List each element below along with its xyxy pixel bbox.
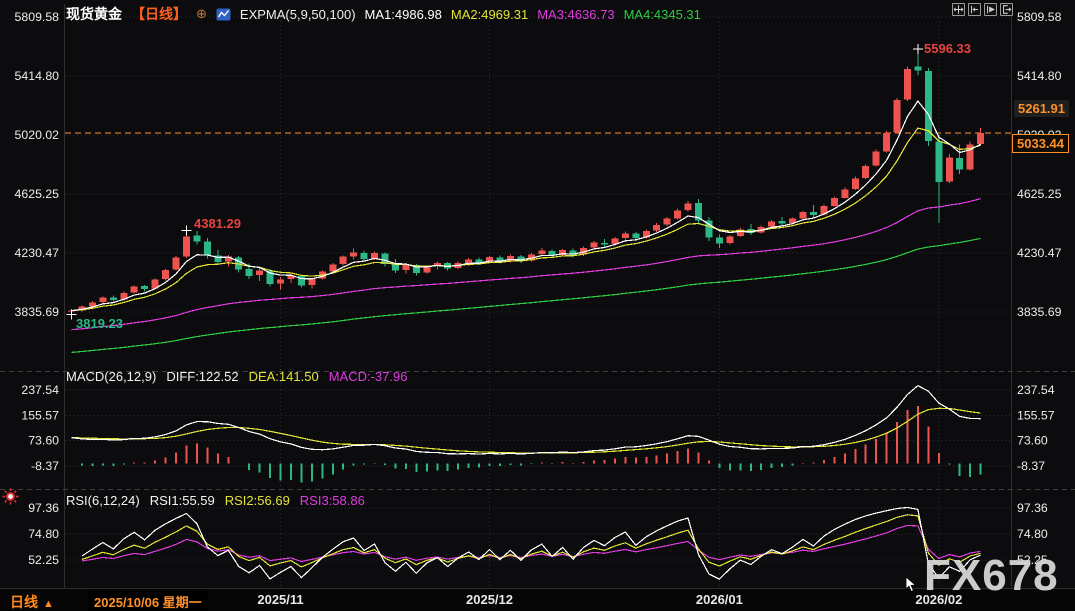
chart-header: 现货黄金 【日线】 ⊕ EXPMA(5,9,50,100) MA1:4986.9…	[66, 4, 701, 24]
time-axis-bar: 日线 ▲ 2025/10/06 星期一 2025/11 2025/12 2026/01…	[0, 588, 1075, 611]
svg-text:5809.58: 5809.58	[15, 10, 60, 24]
page-back-icon[interactable]	[968, 3, 981, 16]
svg-text:52.25: 52.25	[28, 553, 59, 567]
month-label: 2026/01	[695, 592, 743, 607]
macd-dea-value: DEA:141.50	[248, 369, 319, 384]
rsi1-value: RSI1:55.59	[149, 493, 215, 508]
svg-text:74.80: 74.80	[1017, 527, 1048, 541]
svg-text:155.57: 155.57	[1017, 408, 1055, 422]
rsi-title: RSI(6,12,24)	[66, 493, 140, 508]
rsi3-value: RSI3:58.86	[299, 493, 365, 508]
svg-text:5020.02: 5020.02	[15, 128, 60, 142]
svg-text:73.60: 73.60	[1017, 434, 1048, 448]
svg-text:155.57: 155.57	[21, 408, 59, 422]
chart-logo-icon	[216, 7, 231, 22]
add-indicator-icon[interactable]: ⊕	[196, 6, 207, 21]
svg-text:-8.37: -8.37	[1017, 459, 1045, 473]
svg-text:4625.25: 4625.25	[15, 187, 60, 201]
svg-text:3835.69: 3835.69	[15, 305, 60, 319]
ma1-value: MA1:4986.98	[364, 6, 442, 22]
reference-price-badge: 5261.91	[1014, 100, 1069, 117]
macd-title: MACD(26,12,9)	[66, 369, 157, 384]
pan-icon[interactable]	[952, 3, 965, 16]
current-price-badge: 5033.44	[1012, 134, 1069, 153]
price-extreme-markers	[66, 43, 923, 320]
svg-text:4625.25: 4625.25	[1017, 187, 1062, 201]
fx678-watermark: FX678	[924, 551, 1059, 600]
macd-diff-value: DIFF:122.52	[166, 369, 239, 384]
svg-text:73.60: 73.60	[28, 434, 59, 448]
period-selector[interactable]: 日线 ▲	[10, 592, 54, 611]
svg-text:5414.80: 5414.80	[1017, 69, 1062, 83]
rsi2-value: RSI2:56.69	[224, 493, 290, 508]
macd-hist-value: MACD:-37.96	[328, 369, 408, 384]
mouse-cursor-icon	[905, 576, 917, 593]
macd-legend: MACD(26,12,9) DIFF:122.52 DEA:141.50 MAC…	[66, 369, 407, 384]
month-label: 2026/02	[915, 592, 963, 607]
svg-text:5809.58: 5809.58	[1017, 10, 1062, 24]
expma-lines	[71, 100, 981, 353]
ma2-value: MA2:4969.31	[450, 6, 529, 22]
svg-text:4230.47: 4230.47	[1017, 246, 1062, 260]
triangle-up-icon: ▲	[43, 598, 54, 610]
candles	[68, 48, 985, 315]
svg-text:97.36: 97.36	[1017, 501, 1048, 515]
rsi-legend: RSI(6,12,24) RSI1:55.59 RSI2:56.69 RSI3:…	[66, 493, 365, 508]
period-high-annotation: 5596.33	[924, 41, 971, 56]
svg-text:5414.80: 5414.80	[15, 69, 60, 83]
symbol-title: 现货黄金	[66, 6, 122, 22]
first-date-label: 2025/10/06 星期一	[88, 591, 208, 611]
svg-text:-8.37: -8.37	[31, 459, 59, 473]
time-gridlines	[280, 17, 940, 587]
october-high-annotation: 4381.29	[194, 216, 241, 231]
macd-plot	[71, 384, 982, 483]
rsi-plot	[81, 506, 981, 580]
period-tag: 【日线】	[131, 6, 187, 22]
jump-latest-icon[interactable]	[1000, 3, 1013, 16]
chart-toolbar	[952, 3, 1013, 16]
month-label: 2025/11	[257, 592, 304, 607]
start-low-annotation: 3819.23	[76, 316, 123, 331]
svg-text:52.25: 52.25	[1017, 553, 1048, 567]
ma3-value: MA3:4636.73	[537, 6, 615, 22]
expma-indicator-label: EXPMA(5,9,50,100)	[239, 6, 356, 22]
page-forward-icon[interactable]	[984, 3, 997, 16]
panel-frame	[0, 4, 1075, 588]
svg-text:97.36: 97.36	[28, 501, 59, 515]
svg-text:4230.47: 4230.47	[15, 246, 60, 260]
month-label: 2025/12	[466, 592, 513, 607]
svg-text:74.80: 74.80	[28, 527, 59, 541]
alert-sun-icon	[2, 488, 19, 505]
period-selector-label: 日线	[10, 594, 38, 610]
svg-text:237.54: 237.54	[21, 383, 59, 397]
svg-text:3835.69: 3835.69	[1017, 305, 1062, 319]
svg-text:237.54: 237.54	[1017, 383, 1055, 397]
ma4-value: MA4:4345.31	[623, 6, 701, 22]
